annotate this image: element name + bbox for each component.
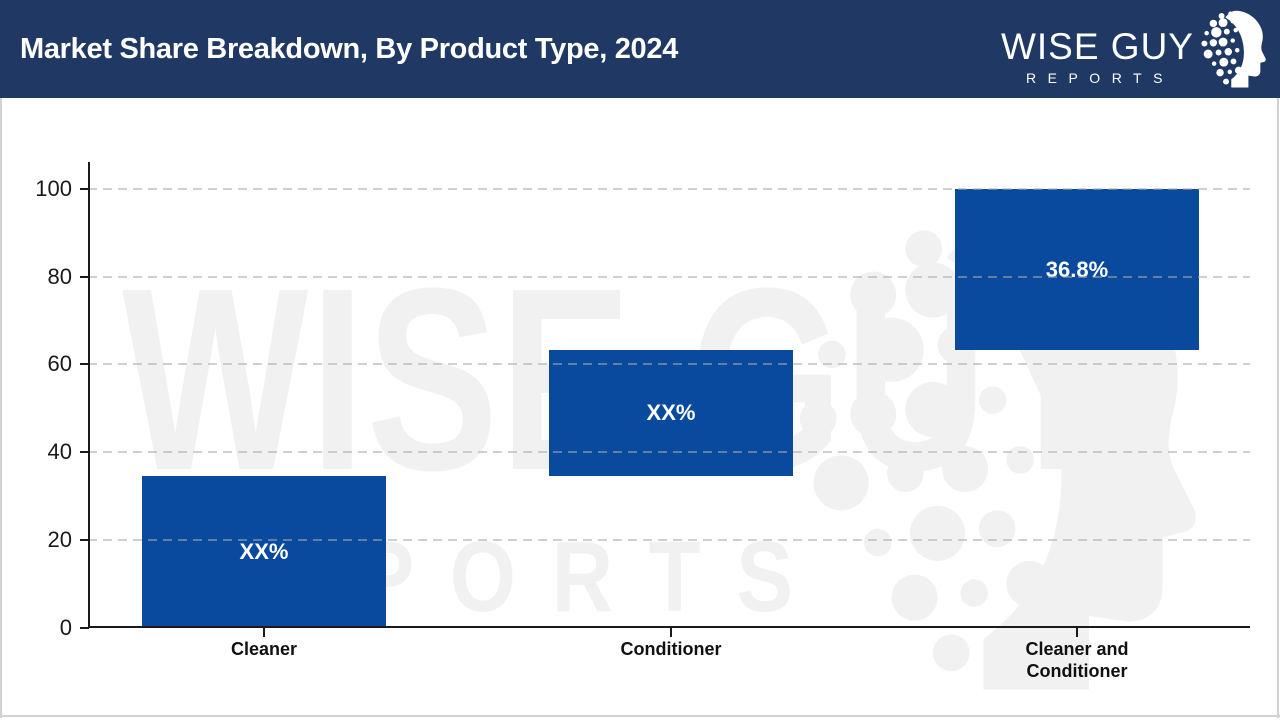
logo-face-icon [1196,10,1268,92]
logo-subtext: REPORTS [1026,70,1174,86]
chart-title: Market Share Breakdown, By Product Type,… [20,32,679,65]
y-tick-mark [80,538,89,541]
chart-bar-cleaner-and-conditioner: 36.8% [955,188,1199,351]
page-border-right [1277,98,1279,718]
y-tick-label: 60 [47,351,72,377]
chart-bar-conditioner: XX% [549,350,793,477]
y-tick-mark [80,363,89,366]
y-tick-label: 80 [47,263,72,289]
x-category-label: Cleaner [230,639,298,659]
y-axis-line [88,162,90,628]
page-border-left [0,98,2,718]
y-tick-mark [80,187,89,190]
x-tick-mark [670,628,672,637]
y-gridline [88,451,1250,454]
x-axis-line [88,626,1250,628]
logo-text: WISE GUY REPORTS [1001,28,1194,86]
chart-bar-cleaner: XX% [142,476,386,628]
y-tick-mark [80,275,89,278]
header-bar: Market Share Breakdown, By Product Type,… [0,0,1280,98]
y-tick-mark [80,626,89,629]
bar-value-label: 36.8% [1045,256,1109,282]
logo-wordmark: WISE GUY [1000,26,1194,67]
x-tick-mark [263,628,265,637]
y-tick-mark [80,451,89,454]
y-tick-label: 100 [35,175,72,201]
x-tick-mark [1076,628,1078,637]
y-tick-label: 0 [59,614,72,640]
bar-value-label: XX% [646,400,696,426]
bar-value-label: XX% [239,538,289,564]
y-gridline [88,187,1250,190]
wise-guy-reports-logo: WISE GUY REPORTS [1001,10,1268,92]
y-gridline [88,275,1250,278]
x-category-label: Cleaner and Conditioner [1025,639,1129,681]
y-gridline [88,538,1250,541]
x-category-label: Conditioner [620,639,722,659]
y-gridline [88,363,1250,366]
y-tick-label: 40 [47,439,72,465]
y-tick-label: 20 [47,526,72,552]
page-border-bottom [0,715,1280,717]
